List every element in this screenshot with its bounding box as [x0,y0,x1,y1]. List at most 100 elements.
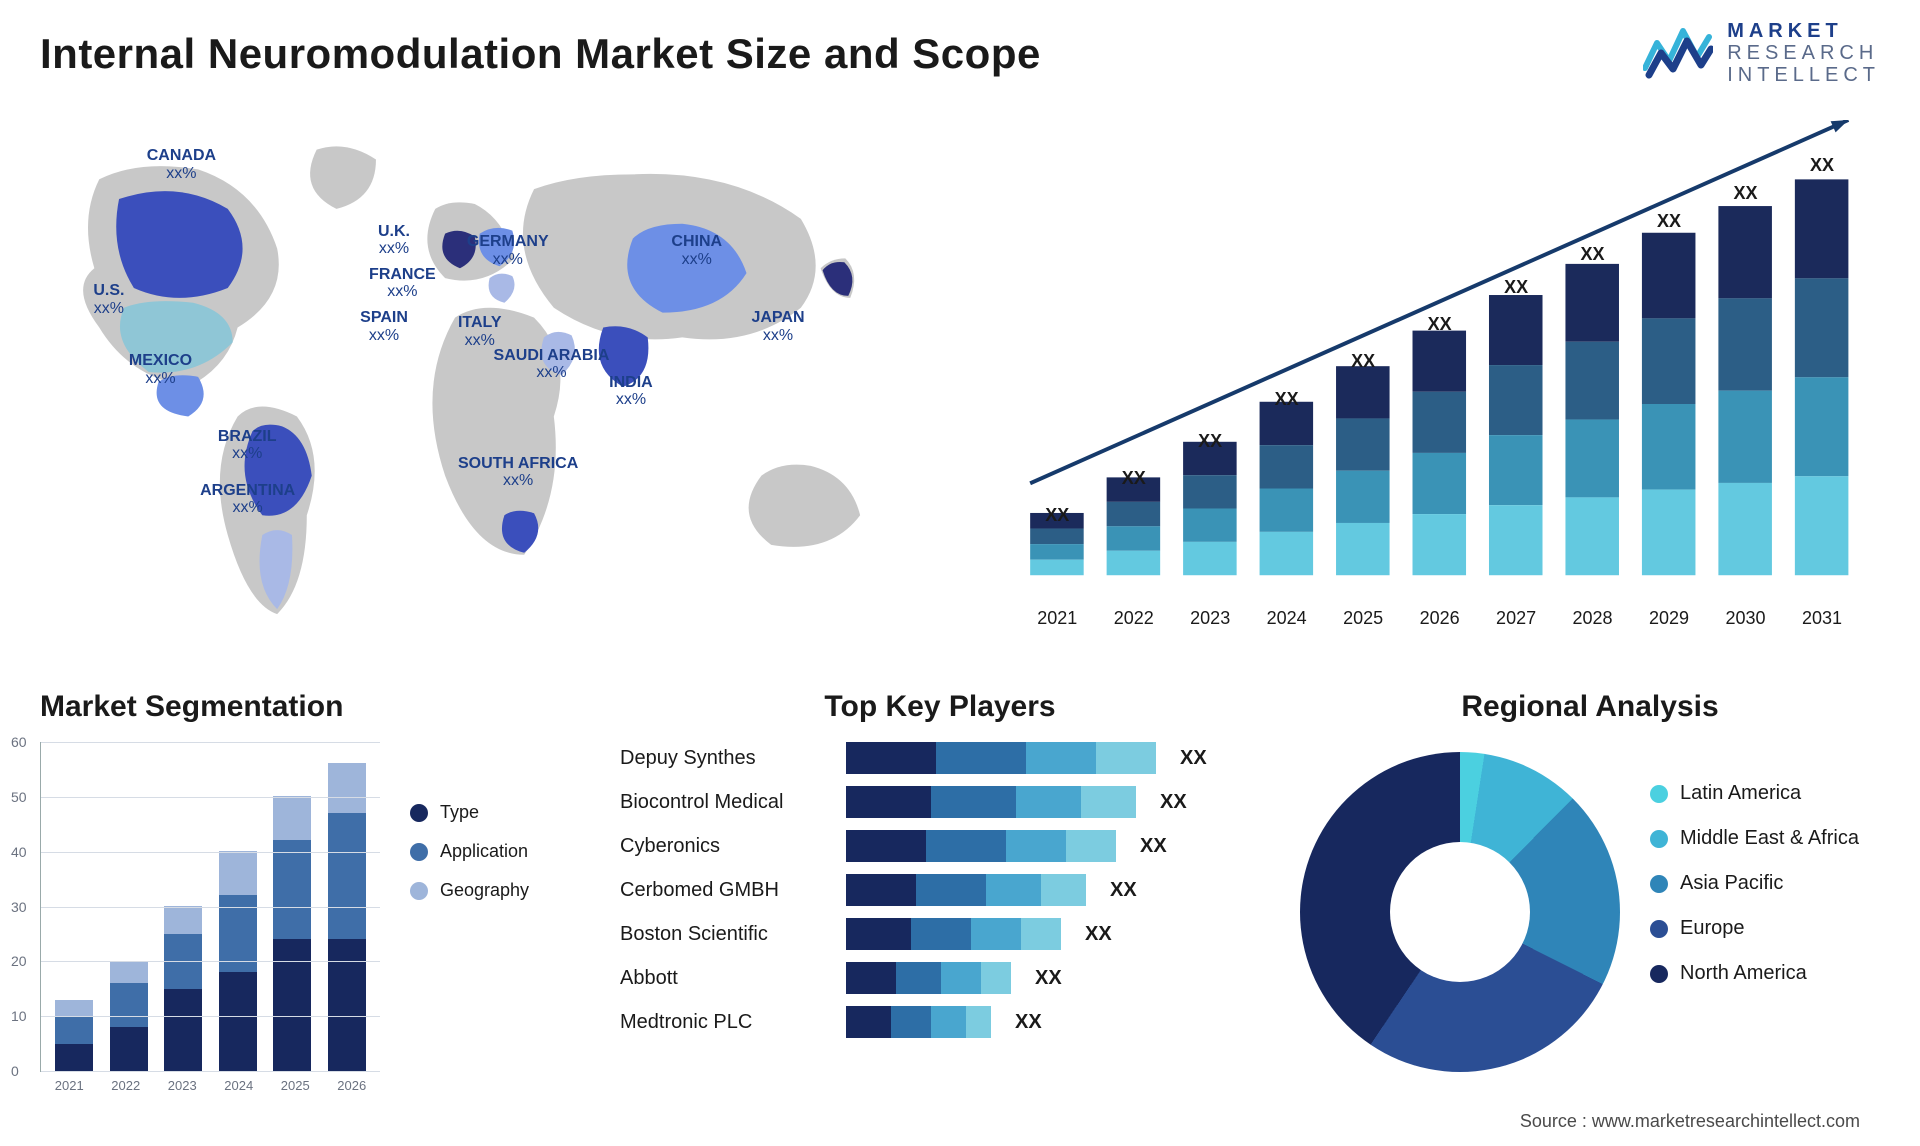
player-row: Cerbomed GMBHXX [620,874,1260,906]
player-segment [986,874,1041,906]
growth-year-label: 2031 [1802,608,1842,629]
regional-legend-item: North America [1650,962,1859,985]
growth-bar-value: XX [1504,277,1528,298]
player-segment [846,742,936,774]
player-segment [846,918,911,950]
map-label: GERMANYxx% [467,233,549,268]
infographic-page: Internal Neuromodulation Market Size and… [0,0,1920,1146]
growth-year-label: 2021 [1037,608,1077,629]
growth-year-label: 2023 [1190,608,1230,629]
seg-legend-item: Geography [410,880,529,901]
segmentation-panel: Market Segmentation 01020304050602021202… [40,690,580,1110]
world-map-panel: CANADAxx%U.S.xx%MEXICOxx%BRAZILxx%ARGENT… [40,120,929,660]
player-bar [846,786,1136,818]
seg-ylabel: 60 [11,734,27,750]
seg-xlabel: 2023 [168,1078,197,1093]
logo-line2: RESEARCH [1727,42,1880,64]
legend-swatch [1650,965,1668,983]
seg-segment [328,763,366,813]
seg-gridline [41,961,380,962]
seg-bar [164,906,202,1071]
player-segment [931,1006,966,1038]
player-value: XX [1160,791,1187,814]
segmentation-axis: 0102030405060202120222023202420252026 [40,742,380,1072]
map-label: ITALYxx% [458,314,502,349]
player-segment [1041,874,1086,906]
seg-segment [55,1000,93,1017]
player-value: XX [1140,835,1167,858]
players-list: Depuy SynthesXXBiocontrol MedicalXXCyber… [620,742,1260,1038]
growth-bar-value: XX [1275,389,1299,410]
logo-line3: INTELLECT [1727,64,1880,86]
player-bar [846,830,1116,862]
seg-gridline [41,907,380,908]
map-label: FRANCExx% [369,266,436,301]
legend-label: Geography [440,880,529,901]
player-value: XX [1180,747,1207,770]
growth-year-label: 2027 [1496,608,1536,629]
seg-xlabel: 2021 [55,1078,84,1093]
seg-segment [273,939,311,1071]
brand-logo: MARKET RESEARCH INTELLECT [1643,20,1880,86]
growth-bar-value: XX [1733,183,1757,204]
legend-swatch [410,843,428,861]
player-name: Medtronic PLC [620,1011,830,1034]
growth-year-label: 2028 [1573,608,1613,629]
seg-segment [219,972,257,1071]
player-segment [936,742,1026,774]
legend-swatch [410,882,428,900]
player-name: Abbott [620,967,830,990]
regional-donut [1300,752,1620,1072]
seg-gridline [41,742,380,743]
player-segment [971,918,1021,950]
segmentation-title: Market Segmentation [40,690,580,724]
player-segment [846,962,896,994]
map-label: CANADAxx% [147,147,216,182]
donut-hole [1390,842,1530,982]
seg-ylabel: 20 [11,953,27,969]
seg-ylabel: 10 [11,1008,27,1024]
source-attribution: Source : www.marketresearchintellect.com [1520,1111,1860,1132]
players-panel: Top Key Players Depuy SynthesXXBiocontro… [620,690,1260,1110]
legend-swatch [1650,920,1668,938]
regional-legend-item: Middle East & Africa [1650,827,1859,850]
player-name: Cyberonics [620,835,830,858]
player-segment [846,874,916,906]
growth-year-label: 2030 [1725,608,1765,629]
player-segment [896,962,941,994]
growth-chart-panel: XX2021XX2022XX2023XX2024XX2025XX2026XX20… [989,120,1880,660]
seg-segment [164,906,202,934]
legend-swatch [410,804,428,822]
seg-legend-item: Type [410,802,529,823]
player-segment [941,962,981,994]
map-label: JAPANxx% [751,309,804,344]
player-segment [1066,830,1116,862]
player-segment [891,1006,931,1038]
player-row: Boston ScientificXX [620,918,1260,950]
regional-legend: Latin AmericaMiddle East & AfricaAsia Pa… [1650,742,1859,985]
player-segment [911,918,971,950]
map-label: MEXICOxx% [129,352,192,387]
player-segment [1026,742,1096,774]
player-bar [846,742,1156,774]
growth-bar-value: XX [1581,244,1605,265]
legend-label: Application [440,841,528,862]
seg-segment [164,989,202,1072]
player-segment [1006,830,1066,862]
seg-legend-item: Application [410,841,529,862]
player-row: Biocontrol Medical XX [620,786,1260,818]
growth-year-label: 2025 [1343,608,1383,629]
regional-panel: Regional Analysis Latin AmericaMiddle Ea… [1300,690,1880,1110]
seg-ylabel: 50 [11,789,27,805]
seg-segment [110,1027,148,1071]
legend-label: Type [440,802,479,823]
legend-swatch [1650,875,1668,893]
growth-year-label: 2029 [1649,608,1689,629]
player-name: Biocontrol Medical [620,791,830,814]
player-value: XX [1035,967,1062,990]
player-segment [846,830,926,862]
seg-gridline [41,1071,380,1072]
player-bar [846,874,1086,906]
player-segment [981,962,1011,994]
player-name: Cerbomed GMBH [620,879,830,902]
